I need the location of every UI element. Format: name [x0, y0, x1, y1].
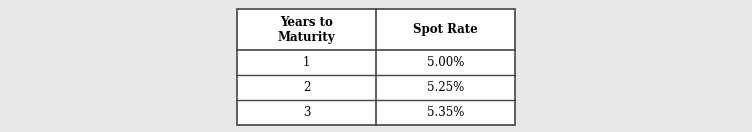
Bar: [237, 9, 515, 125]
Text: 1: 1: [303, 56, 310, 69]
Text: 2: 2: [303, 81, 310, 94]
Bar: [237, 9, 515, 125]
Text: 5.35%: 5.35%: [427, 106, 464, 119]
Text: 3: 3: [303, 106, 310, 119]
Text: Years to
Maturity: Years to Maturity: [277, 16, 335, 44]
Text: 5.25%: 5.25%: [427, 81, 464, 94]
Text: Spot Rate: Spot Rate: [413, 23, 478, 36]
Text: 5.00%: 5.00%: [427, 56, 464, 69]
